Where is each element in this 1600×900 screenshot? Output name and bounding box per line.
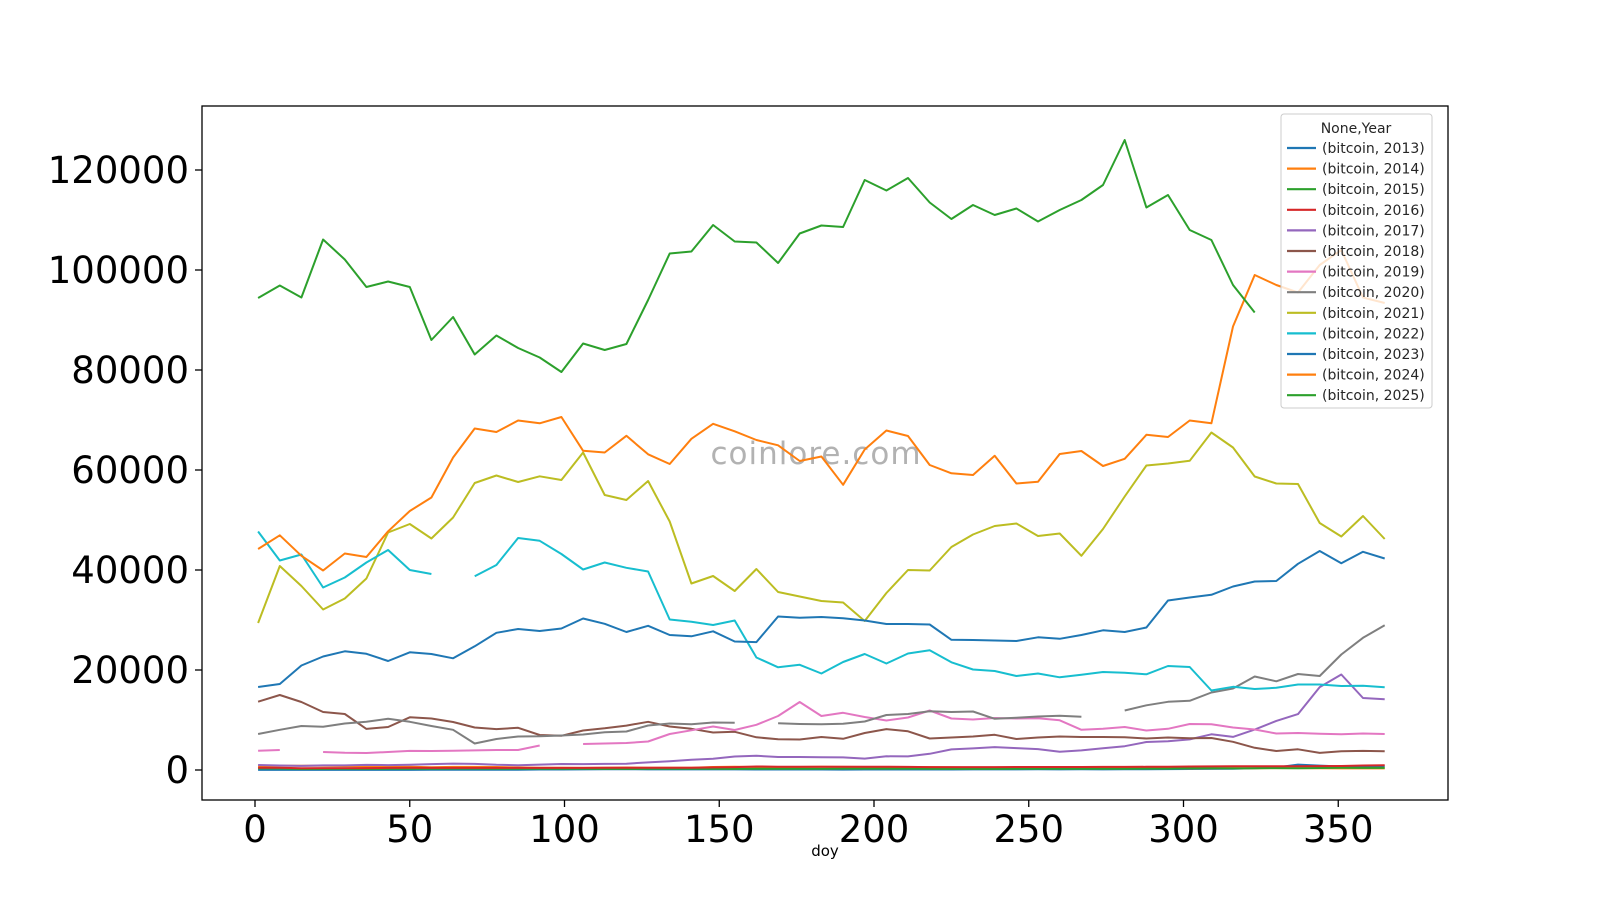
legend-entry-label: (bitcoin, 2018) xyxy=(1322,244,1425,260)
y-tick-label: 60000 xyxy=(71,449,189,492)
x-tick-label: 350 xyxy=(1303,808,1374,851)
legend-entry-label: (bitcoin, 2025) xyxy=(1322,388,1425,404)
ticks-layer: 0 50 100 150 200 250 300 350 0 20000 40000 60000 800… xyxy=(48,149,1374,851)
legend-entry-label: (bitcoin, 2013) xyxy=(1322,141,1425,157)
series-(bitcoin, 2024) xyxy=(257,249,1385,572)
legend-entry-label: (bitcoin, 2022) xyxy=(1322,326,1425,342)
legend: None,Year (bitcoin, 2013) (bitcoin, 2014)… xyxy=(1280,113,1433,409)
legend-title: None,Year xyxy=(1321,121,1392,137)
legend-entry-label: (bitcoin, 2017) xyxy=(1322,223,1425,239)
x-tick-label: 300 xyxy=(1148,808,1219,851)
series-(bitcoin, 2021) xyxy=(257,431,1386,624)
x-tick-label: 50 xyxy=(386,808,433,851)
series-layer xyxy=(257,139,1386,771)
legend-entry-label: (bitcoin, 2024) xyxy=(1322,368,1425,384)
legend-entry-label: (bitcoin, 2014) xyxy=(1322,162,1425,178)
series-(bitcoin, 2018) xyxy=(257,694,1385,754)
y-tick-label: 20000 xyxy=(71,649,189,692)
x-tick-label: 250 xyxy=(993,808,1064,851)
legend-entry-label: (bitcoin, 2023) xyxy=(1322,347,1425,363)
series-(bitcoin, 2016) xyxy=(258,764,1385,770)
legend-entry-label: (bitcoin, 2015) xyxy=(1322,182,1425,198)
legend-entry-label: (bitcoin, 2019) xyxy=(1322,265,1425,281)
y-tick-label: 120000 xyxy=(48,149,189,192)
legend-entry-label: (bitcoin, 2020) xyxy=(1322,285,1425,301)
x-tick-label: 200 xyxy=(839,808,910,851)
series-(bitcoin, 2017) xyxy=(258,673,1385,767)
y-tick-label: 0 xyxy=(165,749,189,792)
legend-entry-label: (bitcoin, 2016) xyxy=(1322,203,1425,219)
watermark: coinlore.com xyxy=(710,436,921,472)
x-tick-label: 150 xyxy=(684,808,755,851)
x-tick-label: 100 xyxy=(529,808,600,851)
y-tick-label: 40000 xyxy=(71,549,189,592)
series-(bitcoin, 2019) xyxy=(258,701,1385,754)
axes-spines xyxy=(201,105,1449,801)
legend-box xyxy=(1280,113,1433,409)
y-tick-label: 80000 xyxy=(71,349,189,392)
x-axis-label: doy xyxy=(811,842,839,860)
series-(bitcoin, 2025) xyxy=(257,139,1256,373)
x-tick-label: 0 xyxy=(243,808,267,851)
legend-entry-label: (bitcoin, 2021) xyxy=(1322,306,1425,322)
legend-entries: (bitcoin, 2013) (bitcoin, 2014) (bitcoin, … xyxy=(1287,141,1425,404)
series-(bitcoin, 2020) xyxy=(257,624,1386,745)
series-(bitcoin, 2023) xyxy=(257,550,1385,688)
y-tick-label: 100000 xyxy=(48,249,189,292)
series-(bitcoin, 2022) xyxy=(257,530,1385,692)
